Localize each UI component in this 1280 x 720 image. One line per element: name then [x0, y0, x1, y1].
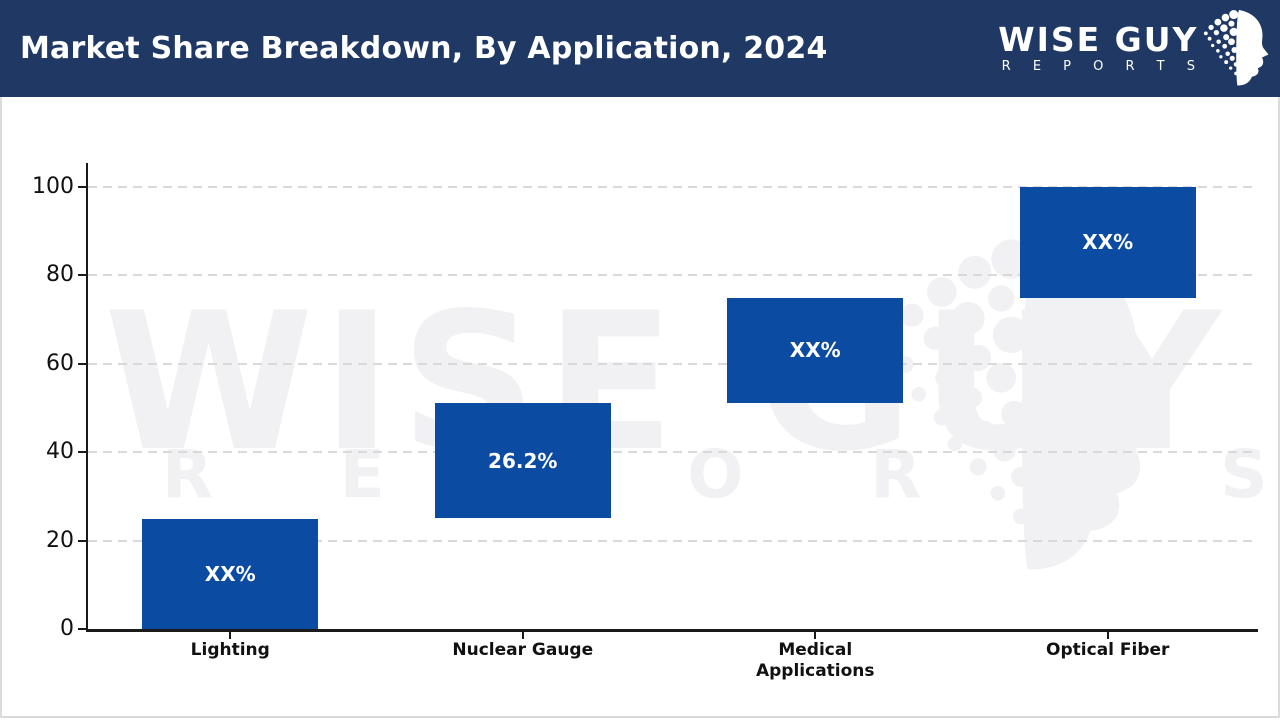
- bar-value-label: XX%: [1082, 230, 1134, 255]
- bar-segment-lighting: [142, 518, 319, 629]
- y-gridline: [88, 451, 1258, 454]
- y-axis-line: [86, 163, 88, 631]
- y-gridline: [88, 274, 1258, 277]
- y-axis-tick: [78, 539, 86, 542]
- bar-segment-optical-fiber: [1019, 187, 1196, 298]
- y-axis-tick: [78, 362, 86, 365]
- x-axis-line: [86, 629, 1258, 632]
- face-profile-icon: [1203, 10, 1269, 86]
- y-axis-tick: [78, 451, 86, 454]
- x-category-label-optical-fiber: Optical Fiber: [1046, 640, 1170, 660]
- bar-value-label: XX%: [789, 338, 841, 363]
- y-tick-label: 60: [46, 350, 74, 376]
- y-gridline: [88, 362, 1258, 365]
- y-gridline: [88, 186, 1258, 188]
- wise-guy-logo: WISE GUY R E P O R T S: [993, 7, 1280, 90]
- x-category-label-medical-applications: Medical Applications: [755, 640, 875, 681]
- x-category-label-lighting: Lighting: [190, 640, 270, 660]
- header-bar: Market Share Breakdown, By Application, …: [0, 0, 1280, 97]
- logo-text: WISE GUY R E P O R T S: [993, 23, 1204, 74]
- bar-segment-nuclear-gauge: [434, 402, 611, 519]
- logo-name: WISE GUY: [998, 20, 1199, 59]
- logo-subtitle: R E P O R T S: [1001, 59, 1204, 74]
- y-gridline: [88, 539, 1258, 542]
- bar-value-label: 26.2%: [488, 448, 558, 473]
- x-axis-tick: [1106, 632, 1109, 639]
- x-axis-tick: [521, 632, 524, 639]
- x-axis-tick: [229, 632, 232, 639]
- x-category-label-nuclear-gauge: Nuclear Gauge: [452, 640, 594, 660]
- y-tick-label: 80: [46, 262, 74, 288]
- y-axis-tick: [78, 186, 86, 188]
- y-tick-label: 100: [32, 174, 74, 199]
- y-axis-tick: [78, 274, 86, 277]
- y-tick-label: 0: [60, 616, 74, 641]
- bar-segment-medical-applications: [727, 297, 904, 403]
- y-tick-label: 40: [46, 439, 74, 465]
- x-axis-tick: [814, 632, 817, 639]
- y-axis-tick: [78, 628, 86, 630]
- page-title: Market Share Breakdown, By Application, …: [20, 31, 828, 66]
- bar-value-label: XX%: [204, 561, 256, 586]
- y-tick-label: 20: [46, 527, 74, 553]
